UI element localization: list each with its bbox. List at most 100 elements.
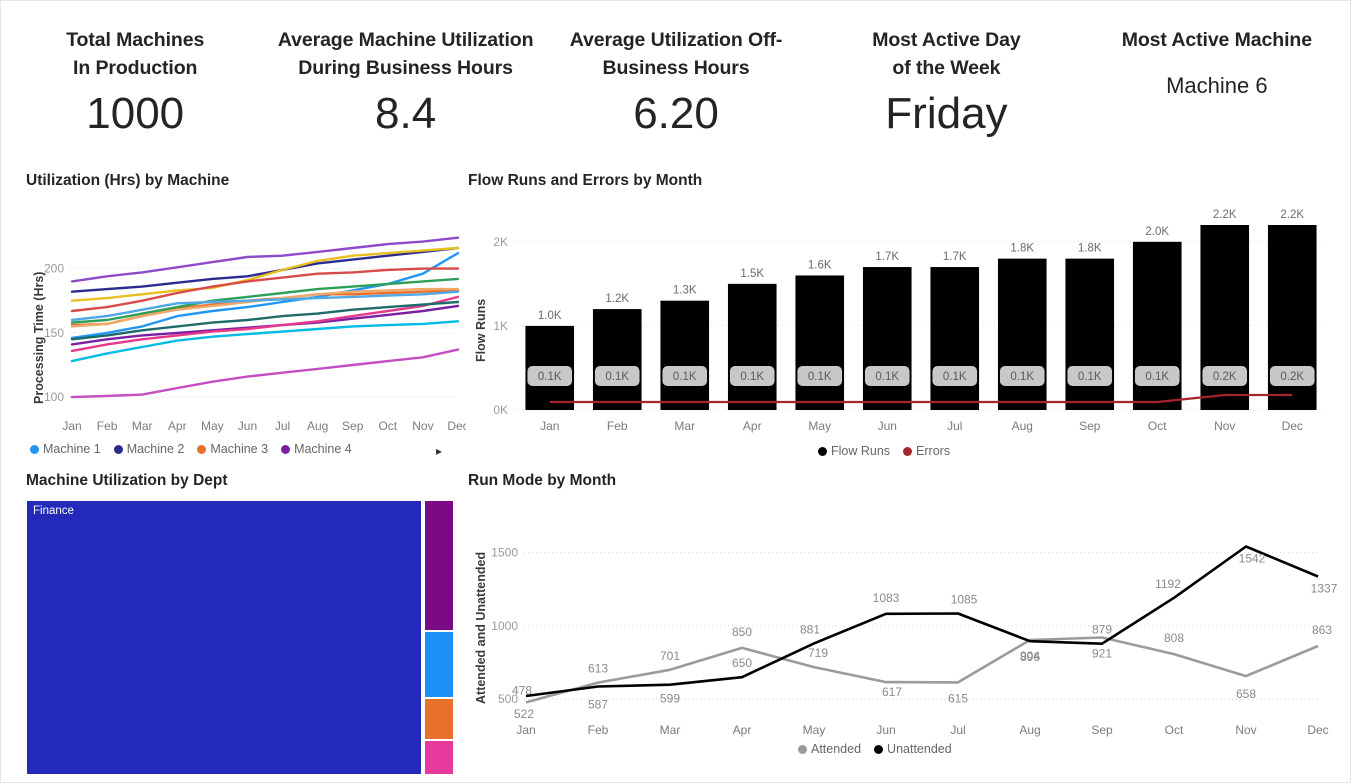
kpi-card-avg-utilization-business[interactable]: Average Machine Utilization During Busin… [270, 0, 540, 158]
legend-item-errors[interactable]: Errors [903, 444, 950, 458]
svg-text:1337: 1337 [1311, 582, 1338, 596]
flow-runs-bar-plot[interactable]: 0K 1K 2K 1.0K 0.1K 1.2K 0.1K 1.3K 0.1K 1.5K 0.1K 1.… [468, 200, 1338, 460]
svg-text:Jun: Jun [238, 419, 257, 433]
svg-text:0.1K: 0.1K [605, 371, 629, 383]
utilization-legend[interactable]: Machine 1 Machine 2 Machine 3 Machine 4 [30, 442, 361, 456]
legend-item-machine-3[interactable]: Machine 3 [197, 442, 268, 456]
svg-text:Jan: Jan [62, 419, 81, 433]
kpi-value: 1000 [86, 88, 185, 138]
svg-text:2K: 2K [493, 235, 508, 249]
legend-dot-icon [113, 444, 123, 454]
svg-text:Sep: Sep [342, 419, 364, 433]
legend-label: Errors [916, 444, 951, 458]
svg-text:1.0K: 1.0K [538, 310, 562, 322]
svg-text:863: 863 [1312, 623, 1332, 637]
svg-text:2.0K: 2.0K [1145, 226, 1169, 238]
svg-text:719: 719 [808, 646, 828, 660]
treemap-tile-4[interactable] [424, 698, 454, 740]
svg-text:Nov: Nov [412, 419, 433, 433]
legend-item-flow-runs[interactable]: Flow Runs [818, 444, 890, 458]
svg-text:0.1K: 0.1K [1078, 371, 1102, 383]
svg-text:2.2K: 2.2K [1213, 209, 1237, 221]
kpi-value: Machine 6 [1166, 73, 1268, 99]
treemap-tile-5[interactable] [424, 740, 454, 775]
svg-text:904: 904 [1020, 649, 1040, 663]
kpi-card-total-machines[interactable]: Total Machines In Production 1000 [0, 0, 270, 158]
svg-text:0.1K: 0.1K [875, 371, 899, 383]
svg-text:Feb: Feb [588, 723, 609, 737]
svg-text:1500: 1500 [491, 546, 518, 560]
kpi-card-avg-utilization-off-business[interactable]: Average Utilization Off- Business Hours … [541, 0, 811, 158]
legend-dot-icon [818, 446, 827, 456]
svg-text:1.7K: 1.7K [943, 251, 967, 263]
svg-text:658: 658 [1236, 687, 1256, 701]
svg-text:0.1K: 0.1K [673, 371, 697, 383]
svg-text:1083: 1083 [873, 591, 900, 605]
treemap-tile-label: Finance [33, 505, 74, 517]
run-mode-legend[interactable]: Attended Unattended [798, 742, 961, 756]
treemap-tile-finance[interactable]: Finance [26, 500, 422, 775]
svg-text:Nov: Nov [1214, 419, 1235, 433]
legend-label: Unattended [887, 742, 952, 756]
legend-label: Machine 4 [294, 442, 352, 456]
kpi-value: 8.4 [375, 88, 437, 138]
kpi-card-most-active-machine[interactable]: Most Active Machine Machine 6 [1082, 0, 1352, 158]
svg-text:Mar: Mar [674, 419, 695, 433]
kpi-title-line1: Average Machine Utilization [277, 29, 534, 51]
svg-text:650: 650 [732, 656, 752, 670]
legend-label: Machine 2 [126, 442, 185, 456]
flow-runs-legend[interactable]: Flow Runs Errors [818, 444, 959, 458]
svg-text:Feb: Feb [97, 419, 118, 433]
legend-item-machine-2[interactable]: Machine 2 [113, 442, 185, 456]
legend-dot-icon [30, 444, 39, 454]
utilization-by-machine-panel[interactable]: Utilization (Hrs) by Machine Processing … [26, 172, 466, 467]
kpi-card-most-active-day[interactable]: Most Active Day of the Week Friday [811, 0, 1081, 158]
legend-item-machine-1[interactable]: Machine 1 [30, 442, 101, 456]
svg-text:879: 879 [1092, 623, 1112, 637]
svg-text:1K: 1K [493, 319, 508, 333]
utilization-line-plot[interactable]: 100 150 200 Jan Feb Mar Apr May Jun Jul Aug Sep Oct N… [26, 202, 466, 452]
svg-text:478: 478 [512, 683, 532, 697]
treemap-tile-2[interactable] [424, 500, 454, 631]
svg-text:0.1K: 0.1K [1010, 371, 1034, 383]
legend-item-machine-4[interactable]: Machine 4 [281, 442, 352, 456]
kpi-title-line1: Total Machines [66, 29, 205, 51]
svg-text:Nov: Nov [1235, 723, 1256, 737]
svg-text:921: 921 [1092, 647, 1112, 661]
legend-next-arrow-icon[interactable]: ▸ [436, 444, 443, 458]
svg-text:Aug: Aug [307, 419, 328, 433]
svg-text:Jun: Jun [878, 419, 897, 433]
svg-text:Apr: Apr [168, 419, 187, 433]
kpi-title-line1: Most Active Machine [1121, 29, 1312, 51]
svg-text:1000: 1000 [491, 619, 518, 633]
svg-text:Jul: Jul [275, 419, 290, 433]
svg-text:1.7K: 1.7K [875, 251, 899, 263]
legend-item-attended[interactable]: Attended [798, 742, 861, 756]
svg-text:Oct: Oct [1148, 419, 1167, 433]
svg-text:Aug: Aug [1012, 419, 1033, 433]
legend-dot-icon [197, 444, 207, 454]
flow-runs-errors-panel[interactable]: Flow Runs and Errors by Month Flow Runs … [468, 172, 1338, 467]
kpi-value: 6.20 [633, 88, 719, 138]
kpi-title: Average Utilization Off- Business Hours [570, 26, 783, 83]
machine-utilization-by-dept-panel[interactable]: Machine Utilization by Dept Finance [26, 472, 466, 780]
svg-text:Dec: Dec [1282, 419, 1303, 433]
svg-text:Mar: Mar [660, 723, 681, 737]
svg-text:613: 613 [588, 662, 608, 676]
legend-label: Machine 3 [210, 442, 269, 456]
run-mode-line-plot[interactable]: 500 1000 1500 478 613 701 850 719 617 615 904 921 80… [468, 500, 1338, 750]
legend-label: Machine 1 [43, 442, 101, 456]
svg-text:615: 615 [948, 691, 968, 705]
legend-dot-icon [281, 444, 291, 454]
svg-text:500: 500 [498, 692, 518, 706]
treemap-tile-3[interactable] [424, 631, 454, 698]
legend-item-unattended[interactable]: Unattended [874, 742, 952, 756]
svg-text:850: 850 [732, 625, 752, 639]
svg-text:150: 150 [44, 326, 64, 340]
svg-text:522: 522 [514, 707, 534, 721]
kpi-value: Friday [885, 88, 1008, 138]
treemap-plot[interactable]: Finance [26, 500, 454, 775]
svg-text:Apr: Apr [733, 723, 752, 737]
run-mode-by-month-panel[interactable]: Run Mode by Month Attended and Unattende… [468, 472, 1338, 780]
svg-text:0.1K: 0.1K [740, 371, 764, 383]
